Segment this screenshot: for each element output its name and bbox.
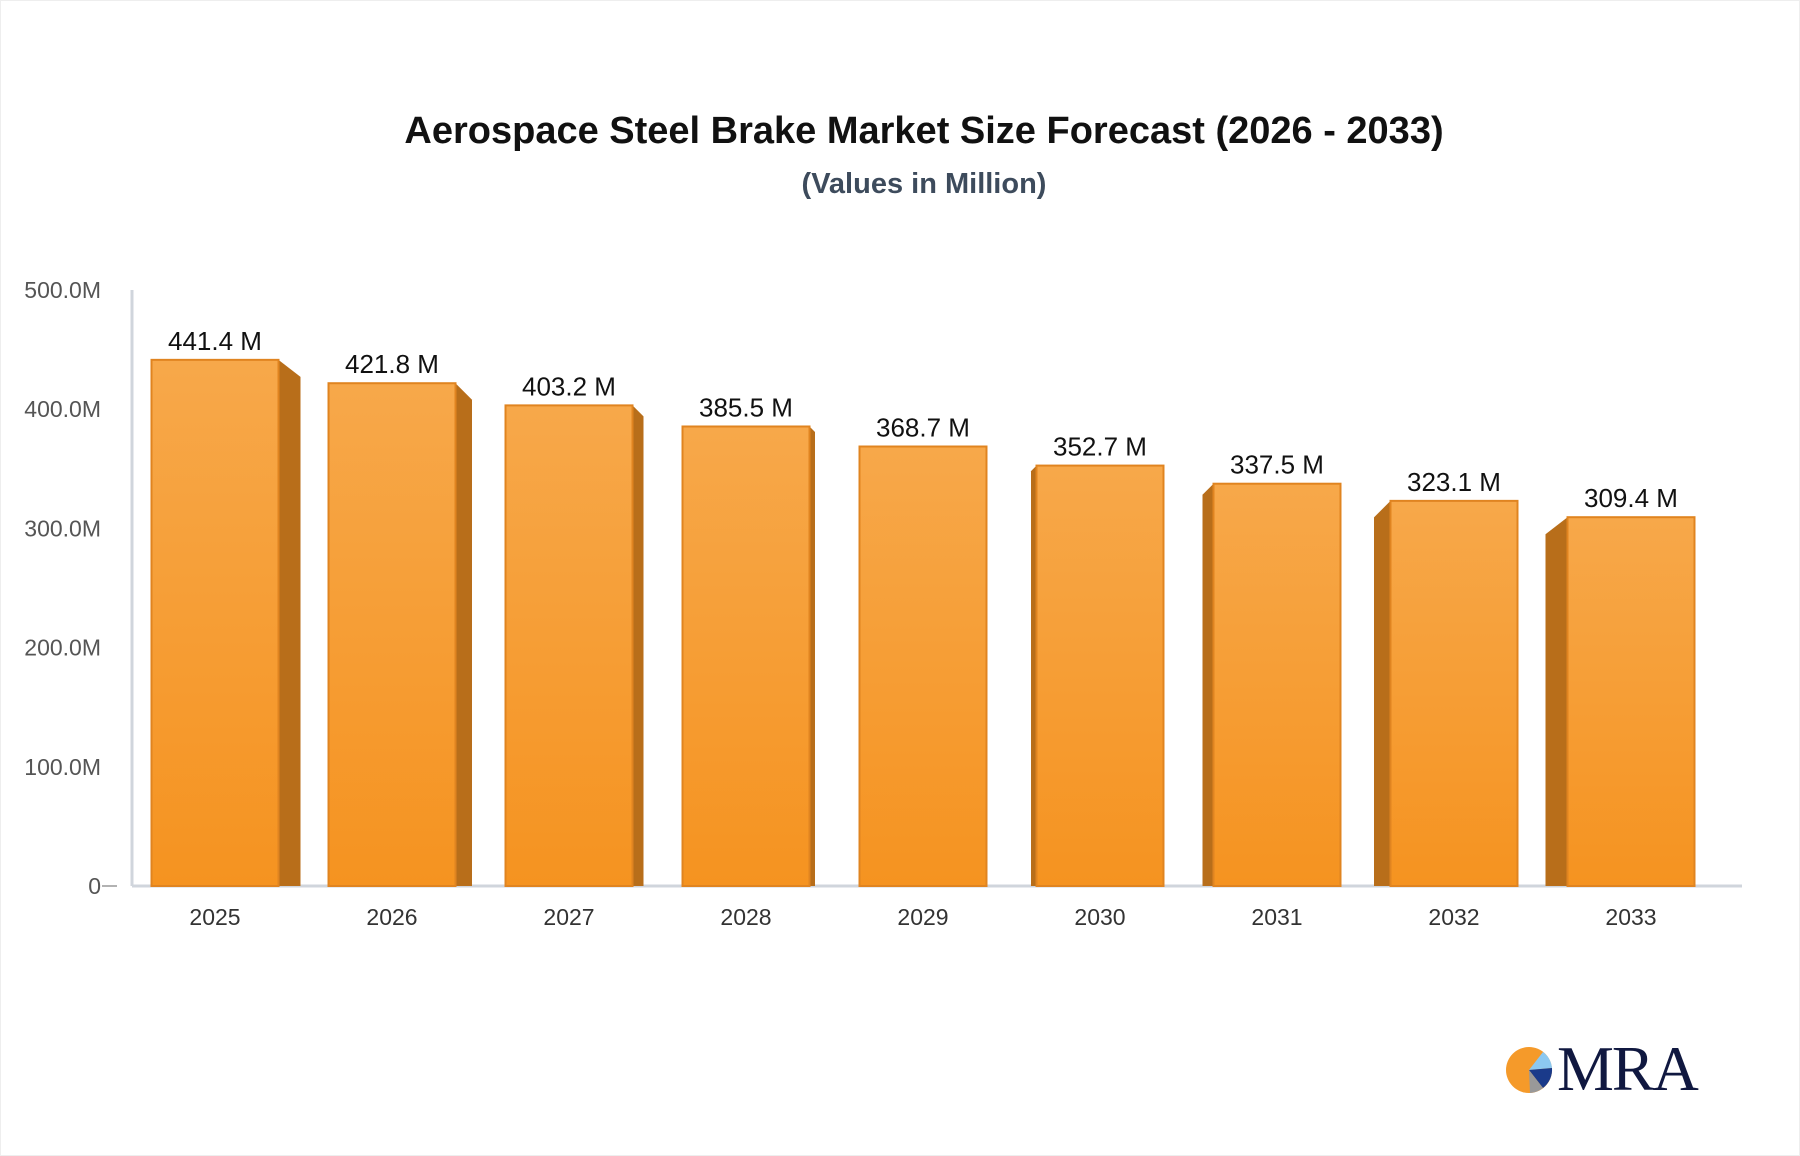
bar-2033 (1566, 516, 1696, 887)
x-tick-label: 2029 (897, 904, 948, 930)
data-label: 385.5 M (699, 392, 793, 422)
data-label: 368.7 M (876, 413, 970, 443)
bar-2028 (681, 425, 811, 887)
bar-side (1545, 517, 1568, 886)
x-tick-label: 2026 (366, 904, 417, 930)
x-tick-label: 2030 (1074, 904, 1125, 930)
y-tick-label: 200.0M (24, 635, 101, 661)
bar-2031 (1212, 482, 1342, 887)
y-tick-label: 500.0M (24, 277, 101, 303)
data-label: 421.8 M (345, 349, 439, 379)
chart-subtitle: (Values in Million) (801, 168, 1047, 200)
chart-title: Aerospace Steel Brake Market Size Foreca… (404, 110, 1444, 152)
bar-side (278, 359, 301, 886)
bar-2026 (327, 382, 457, 887)
y-tick-label: 300.0M (24, 515, 101, 541)
bar-2027 (504, 404, 634, 887)
x-tick-label: 2031 (1251, 904, 1302, 930)
bar-side (632, 405, 644, 886)
x-tick-label: 2032 (1428, 904, 1479, 930)
logo-text: MRA (1557, 1033, 1699, 1104)
x-tick-label: 2025 (189, 904, 240, 930)
data-label: 352.7 M (1053, 432, 1147, 462)
x-tick-label: 2028 (720, 904, 771, 930)
bar-side (1374, 500, 1391, 886)
y-tick-label: 0 (88, 873, 101, 899)
bar-2030 (1035, 464, 1165, 887)
bar-side (1202, 483, 1214, 886)
data-label: 403.2 M (522, 371, 616, 401)
x-tick-label: 2027 (543, 904, 594, 930)
data-label: 309.4 M (1584, 483, 1678, 513)
bar-2032 (1389, 499, 1519, 887)
data-label: 441.4 M (168, 326, 262, 356)
data-label: 337.5 M (1230, 450, 1324, 480)
bar-side (1031, 465, 1037, 886)
y-tick-label: 100.0M (24, 754, 101, 780)
data-label: 323.1 M (1407, 467, 1501, 497)
bar-2029 (858, 445, 988, 887)
y-tick-label: 400.0M (24, 396, 101, 422)
bar-side (455, 383, 472, 886)
x-tick-label: 2033 (1605, 904, 1656, 930)
pie-logo-icon (1506, 1047, 1553, 1093)
bar-side (809, 426, 815, 886)
bar-2025 (150, 358, 280, 887)
mra-logo: MRA (1505, 1033, 1699, 1104)
